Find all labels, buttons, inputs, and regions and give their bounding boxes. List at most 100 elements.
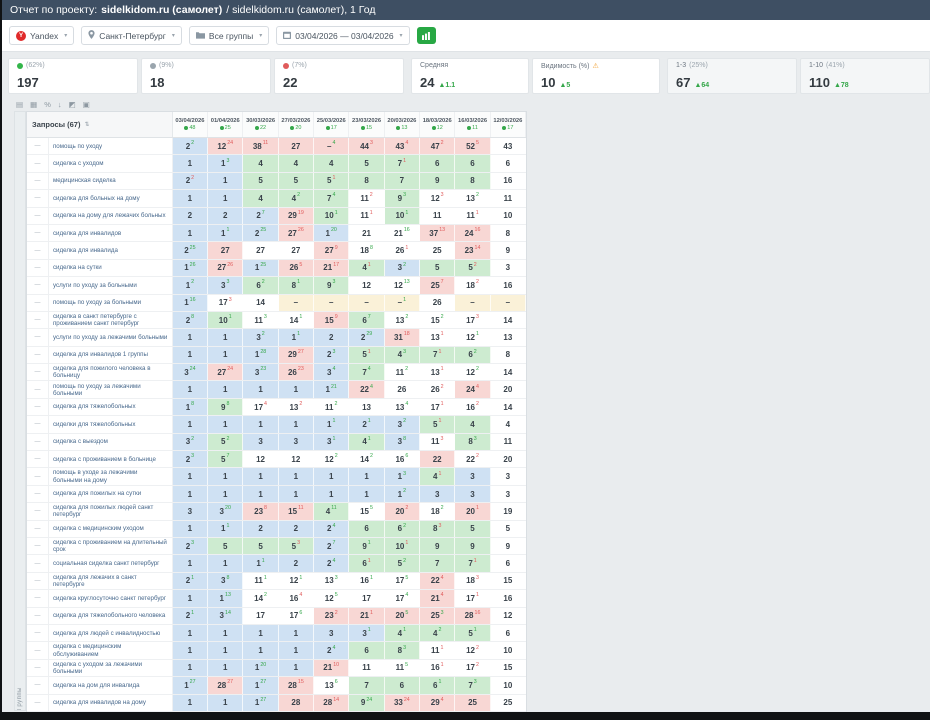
snapshot-badge: 15 [360, 125, 372, 131]
date-column-header[interactable]: 03/04/2026 48 [172, 112, 209, 137]
query-name[interactable]: услуги по уходу за лежачими больными [49, 329, 173, 346]
position-value: 1 [293, 646, 299, 656]
position-value: 3 [185, 437, 191, 447]
position-delta: 1 [191, 574, 195, 581]
region-select[interactable]: Санкт-Петербург ▾ [81, 26, 182, 45]
query-name[interactable]: сиделка на дом для инвалида [49, 677, 173, 694]
position-delta: 2 [369, 192, 373, 199]
snapshots-icon[interactable]: ▣ [82, 99, 90, 109]
query-name[interactable]: сиделка для лежачих в санкт петербурге [49, 572, 173, 590]
query-name[interactable]: сиделка с медицинским обслуживанием [49, 642, 173, 659]
groups-select[interactable]: Все группы ▾ [188, 26, 270, 45]
query-name[interactable]: сиделка для тяжелобольного человека [49, 607, 173, 624]
row-dash: — [27, 242, 49, 259]
query-name[interactable]: сиделка с выездом [49, 433, 173, 451]
position-value: 1 [258, 472, 263, 482]
date-column-header[interactable]: 20/03/2026 13 [384, 112, 421, 137]
search-engine-select[interactable]: Y Yandex ▾ [9, 26, 75, 45]
position-cell: 4 [314, 155, 350, 172]
position-cell: 3 [314, 624, 350, 642]
query-name[interactable]: сиделка для людей с инвалидностью [49, 624, 173, 642]
sort-icon[interactable]: ⇅ [84, 122, 90, 128]
query-name[interactable]: сиделка с медицинским уходом [49, 520, 173, 537]
position-cell: 1 [172, 520, 209, 537]
query-name[interactable]: сиделка для пожилого человека в больницу [49, 364, 173, 381]
position-value: 2 [327, 559, 332, 569]
position-cell: 20 1 [455, 503, 491, 520]
query-name[interactable]: сиделка для больных на дому [49, 190, 173, 207]
view-mode-icon[interactable]: ▤ [16, 99, 24, 109]
query-name[interactable]: сиделка для инвалида [49, 242, 173, 259]
query-name[interactable]: помощь по уходу за лежачими больными [49, 381, 173, 398]
table-density-icon[interactable]: ▦ [30, 99, 38, 109]
position-cell: 7 [349, 677, 385, 694]
position-cell: 13 4 [384, 398, 421, 416]
percent-view-icon[interactable]: % [44, 99, 51, 109]
query-name[interactable]: услуги по уходу за больными [49, 277, 173, 294]
query-name[interactable]: сиделка для тяжелобольных [49, 398, 173, 416]
export-icon[interactable]: ↓ [57, 99, 62, 109]
query-name[interactable]: сиделка на дому для лежачих больных [49, 207, 173, 224]
position-cell: 31 18 [384, 329, 421, 346]
query-name[interactable]: сиделка с проживанием на длительный срок [49, 537, 173, 555]
position-delta: 27 [260, 679, 267, 686]
date-column-header[interactable]: 27/03/2026 20 [278, 112, 315, 137]
position-value: 22 [432, 454, 442, 464]
date-column-header[interactable]: 01/04/2026 25 [208, 112, 244, 137]
position-value: 12 [466, 646, 475, 656]
query-name[interactable]: сиделка с проживанием в больнице [49, 451, 173, 468]
groups-vertical-tab[interactable]: Группы [14, 111, 26, 711]
position-cell: 1 [172, 416, 209, 433]
queries-column-header[interactable]: Запросы (67) ⇅ [27, 112, 173, 137]
apply-dates-button[interactable] [416, 27, 436, 44]
date-column-header[interactable]: 30/03/2026 22 [243, 112, 279, 137]
position-delta: 4 [332, 140, 336, 147]
date-column-header[interactable]: 25/03/2026 17 [314, 112, 350, 137]
query-name[interactable]: сиделка для инвалидов 1 группы [49, 346, 173, 364]
query-name[interactable]: сиделка с уходом за лежачими больными [49, 659, 173, 677]
query-name[interactable]: сиделка на сутки [49, 259, 173, 277]
date-range-picker[interactable]: 03/04/2026 — 03/04/2026 ▾ [276, 26, 410, 45]
badge-count: 48 [189, 125, 196, 131]
query-name[interactable]: сиделка для пожилых людей санкт петербур… [49, 503, 173, 520]
date-column-header[interactable]: 12/03/2026 17 [490, 112, 527, 137]
position-cell: 8 [490, 224, 527, 242]
query-name[interactable]: сиделки для тяжелобольных [49, 416, 173, 433]
query-name[interactable]: сиделка круглосуточно санкт петербург [49, 590, 173, 607]
date-column-header[interactable]: 18/03/2026 12 [420, 112, 456, 137]
query-name[interactable]: сиделка для пожилых на сутки [49, 485, 173, 503]
query-name[interactable]: сиделка в санкт петербурге с проживанием… [49, 311, 173, 329]
position-value: 17 [256, 611, 265, 621]
query-name[interactable]: помощь по уходу [49, 138, 173, 155]
query-name[interactable]: социальная сиделка санкт петербург [49, 555, 173, 572]
position-cell: 1 27 [243, 677, 279, 694]
position-delta: 1 [299, 314, 303, 321]
position-value: 13 [466, 193, 475, 203]
position-value: 17 [218, 298, 228, 308]
position-value: 11 [360, 193, 369, 203]
position-delta: 4 [370, 383, 373, 390]
query-name[interactable]: медицинская сиделка [49, 172, 173, 190]
query-name[interactable]: сиделка с уходом [49, 155, 173, 172]
green-dot-icon [396, 126, 401, 130]
color-settings-icon[interactable]: ◩ [68, 99, 76, 109]
position-delta: 7 [440, 279, 444, 286]
card-delta: ▲64 [694, 82, 710, 89]
position-value: 1 [184, 263, 189, 273]
position-delta: 6 [405, 453, 409, 460]
date-column-header[interactable]: 23/03/2026 15 [349, 112, 385, 137]
table-row: — сиделки для тяжелобольных 1 1 1 1 1 1 2 1 3 2 5 1 4 4 [27, 416, 527, 434]
position-value: 7 [362, 367, 367, 377]
date-column-header[interactable]: 16/03/2026 11 [455, 112, 491, 137]
position-cell: 1 [278, 624, 315, 642]
query-name[interactable]: сиделка для инвалидов [49, 224, 173, 242]
position-value: 23 [324, 611, 334, 621]
query-name[interactable]: помощь по уходу за больными [49, 294, 173, 311]
position-delta: 2 [476, 192, 479, 199]
query-name[interactable]: сиделка для инвалидов на дому [49, 694, 173, 711]
query-name[interactable]: помощь в уходе за лежачими больными на д… [49, 468, 173, 485]
position-delta: 1 [476, 505, 479, 512]
